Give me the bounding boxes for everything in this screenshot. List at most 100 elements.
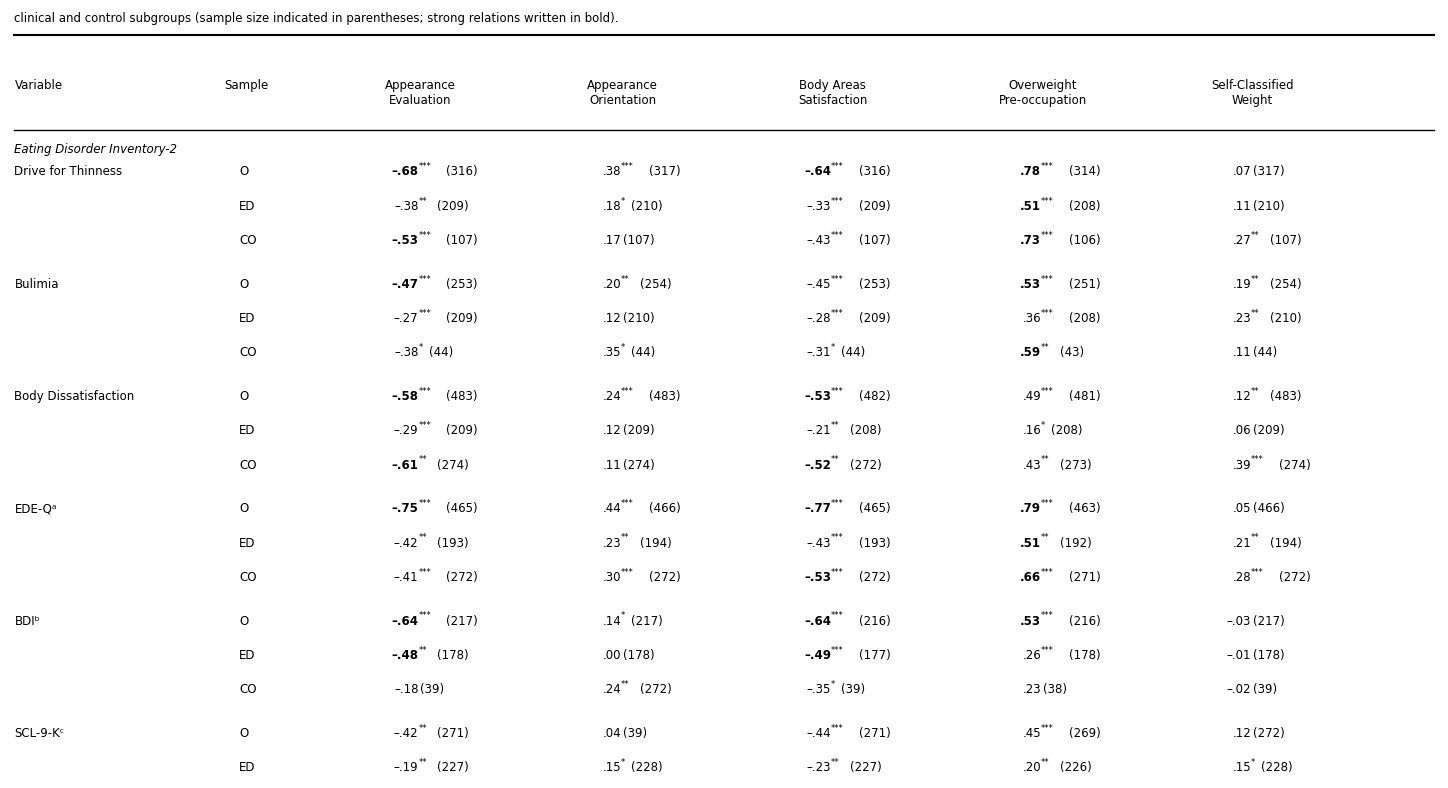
Text: –.23: –.23 [807, 761, 831, 774]
Text: *: * [1041, 422, 1045, 430]
Text: *: * [418, 344, 423, 352]
Text: (217): (217) [1253, 615, 1284, 627]
Text: (466): (466) [649, 503, 681, 515]
Text: .05: .05 [1232, 503, 1251, 515]
Text: (274): (274) [1279, 459, 1310, 471]
Text: –.19: –.19 [394, 761, 418, 774]
Text: (271): (271) [437, 727, 469, 740]
Text: .00: .00 [602, 649, 621, 662]
Text: Appearance
Evaluation: Appearance Evaluation [385, 79, 455, 107]
Text: .23: .23 [1022, 683, 1041, 696]
Text: (217): (217) [446, 615, 478, 627]
Text: ***: *** [831, 162, 844, 171]
Text: O: O [239, 503, 248, 515]
Text: **: ** [418, 455, 427, 464]
Text: .45: .45 [1022, 727, 1041, 740]
Text: CO: CO [239, 571, 256, 584]
Text: .12: .12 [1232, 390, 1251, 403]
Text: SCL-9-Kᶜ: SCL-9-Kᶜ [14, 727, 65, 740]
Text: (39): (39) [420, 683, 445, 696]
Text: ***: *** [831, 646, 844, 655]
Text: O: O [239, 165, 248, 178]
Text: ***: *** [1041, 646, 1054, 655]
Text: (44): (44) [1253, 347, 1277, 359]
Text: (38): (38) [1043, 683, 1067, 696]
Text: O: O [239, 390, 248, 403]
Text: *: * [1251, 758, 1255, 767]
Text: CO: CO [239, 683, 256, 696]
Text: O: O [239, 615, 248, 627]
Text: (39): (39) [841, 683, 866, 696]
Text: –.52: –.52 [804, 459, 831, 471]
Text: (228): (228) [1261, 761, 1293, 774]
Text: (316): (316) [446, 165, 478, 178]
Text: (178): (178) [1253, 649, 1284, 662]
Text: **: ** [621, 275, 630, 284]
Text: .14: .14 [602, 615, 621, 627]
Text: .11: .11 [602, 459, 621, 471]
Text: (272): (272) [859, 571, 891, 584]
Text: (483): (483) [1270, 390, 1302, 403]
Text: .15: .15 [602, 761, 621, 774]
Text: –.49: –.49 [804, 649, 831, 662]
Text: .53: .53 [1019, 278, 1041, 291]
Text: ***: *** [418, 568, 432, 577]
Text: **: ** [621, 680, 630, 689]
Text: O: O [239, 727, 248, 740]
Text: ED: ED [239, 761, 255, 774]
Text: –.53: –.53 [804, 390, 831, 403]
Text: (178): (178) [623, 649, 654, 662]
Text: .39: .39 [1232, 459, 1251, 471]
Text: (194): (194) [1270, 537, 1302, 549]
Text: (316): (316) [859, 165, 891, 178]
Text: Body Areas
Satisfaction: Body Areas Satisfaction [798, 79, 867, 107]
Text: (272): (272) [640, 683, 672, 696]
Text: EDE-Qᵃ: EDE-Qᵃ [14, 503, 56, 515]
Text: clinical and control subgroups (sample size indicated in parentheses; strong rel: clinical and control subgroups (sample s… [14, 12, 618, 24]
Text: –.02: –.02 [1226, 683, 1251, 696]
Text: Overweight
Pre-occupation: Overweight Pre-occupation [999, 79, 1086, 107]
Text: (272): (272) [850, 459, 882, 471]
Text: Sample: Sample [224, 79, 269, 91]
Text: **: ** [1251, 533, 1260, 542]
Text: (39): (39) [623, 727, 647, 740]
Text: .53: .53 [1019, 615, 1041, 627]
Text: *: * [621, 611, 626, 620]
Text: Body Dissatisfaction: Body Dissatisfaction [14, 390, 135, 403]
Text: **: ** [1041, 758, 1050, 767]
Text: –.44: –.44 [807, 727, 831, 740]
Text: Bulimia: Bulimia [14, 278, 59, 291]
Text: ***: *** [418, 162, 432, 171]
Text: ***: *** [1251, 568, 1264, 577]
Text: .35: .35 [602, 347, 621, 359]
Text: (107): (107) [1270, 234, 1302, 247]
Text: –.53: –.53 [804, 571, 831, 584]
Text: –.77: –.77 [805, 503, 831, 515]
Text: ***: *** [418, 500, 432, 508]
Text: .24: .24 [602, 390, 621, 403]
Text: (107): (107) [446, 234, 478, 247]
Text: .66: .66 [1019, 571, 1041, 584]
Text: ***: *** [831, 533, 844, 542]
Text: ***: *** [1041, 275, 1054, 284]
Text: CO: CO [239, 347, 256, 359]
Text: .23: .23 [1232, 312, 1251, 325]
Text: (177): (177) [859, 649, 891, 662]
Text: (226): (226) [1060, 761, 1092, 774]
Text: Appearance
Orientation: Appearance Orientation [588, 79, 657, 107]
Text: Eating Disorder Inventory-2: Eating Disorder Inventory-2 [14, 143, 178, 156]
Text: (254): (254) [1270, 278, 1302, 291]
Text: .49: .49 [1022, 390, 1041, 403]
Text: CO: CO [239, 234, 256, 247]
Text: ***: *** [831, 231, 844, 240]
Text: (216): (216) [859, 615, 891, 627]
Text: **: ** [1251, 275, 1260, 284]
Text: **: ** [621, 533, 630, 542]
Text: (193): (193) [437, 537, 469, 549]
Text: (463): (463) [1069, 503, 1100, 515]
Text: .24: .24 [602, 683, 621, 696]
Text: (106): (106) [1069, 234, 1100, 247]
Text: –.42: –.42 [394, 727, 418, 740]
Text: –.42: –.42 [394, 537, 418, 549]
Text: ED: ED [239, 312, 255, 325]
